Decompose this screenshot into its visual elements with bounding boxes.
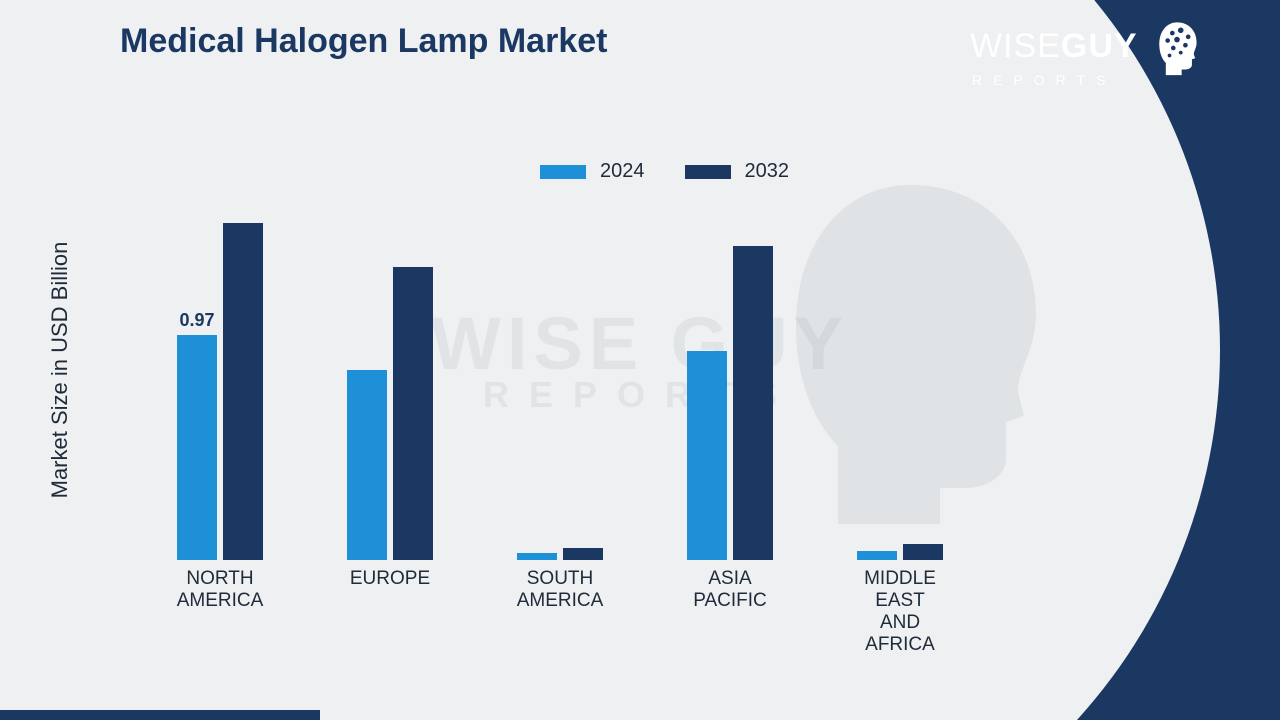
brand-head-icon xyxy=(1152,20,1202,76)
bottom-accent-bar xyxy=(0,710,320,720)
brand-logo: WISEGUY REPORTS xyxy=(970,20,1250,88)
brand-wise: WISE xyxy=(970,27,1061,65)
brand-line1: WISEGUY xyxy=(970,20,1250,76)
x-axis-label: MIDDLEEASTANDAFRICA xyxy=(820,568,980,655)
plot-area: 0.97NORTHAMERICAEUROPESOUTHAMERICAASIAPA… xyxy=(100,200,1000,560)
bar-2024 xyxy=(517,553,557,560)
bar-2032 xyxy=(223,223,263,560)
y-axis-label: Market Size in USD Billion xyxy=(47,242,73,499)
bar-2024 xyxy=(687,351,727,560)
legend-label: 2024 xyxy=(600,160,645,183)
x-axis-label: NORTHAMERICA xyxy=(140,568,300,612)
legend-label: 2032 xyxy=(745,160,790,183)
bar-2032 xyxy=(733,246,773,560)
brand-line2: REPORTS xyxy=(972,72,1250,88)
x-axis-label: SOUTHAMERICA xyxy=(480,568,640,612)
bar-2024 xyxy=(857,551,897,560)
bar-2032 xyxy=(563,548,603,560)
legend-item: 2032 xyxy=(685,160,790,183)
legend-swatch xyxy=(685,165,731,179)
bar-2032 xyxy=(393,267,433,560)
x-axis-label: ASIAPACIFIC xyxy=(650,568,810,612)
x-axis-label: EUROPE xyxy=(310,568,470,590)
bar-2032 xyxy=(903,544,943,560)
chart-stage: WISE GUY REPORTS WISEGUY xyxy=(0,0,1280,720)
bar-2024 xyxy=(347,370,387,560)
legend-item: 2024 xyxy=(540,160,645,183)
legend-swatch xyxy=(540,165,586,179)
bar-2024: 0.97 xyxy=(177,335,217,560)
brand-guy: GUY xyxy=(1061,27,1138,65)
chart-title: Medical Halogen Lamp Market xyxy=(120,22,607,61)
bar-value-label: 0.97 xyxy=(179,310,214,331)
legend: 2024 2032 xyxy=(540,160,829,185)
